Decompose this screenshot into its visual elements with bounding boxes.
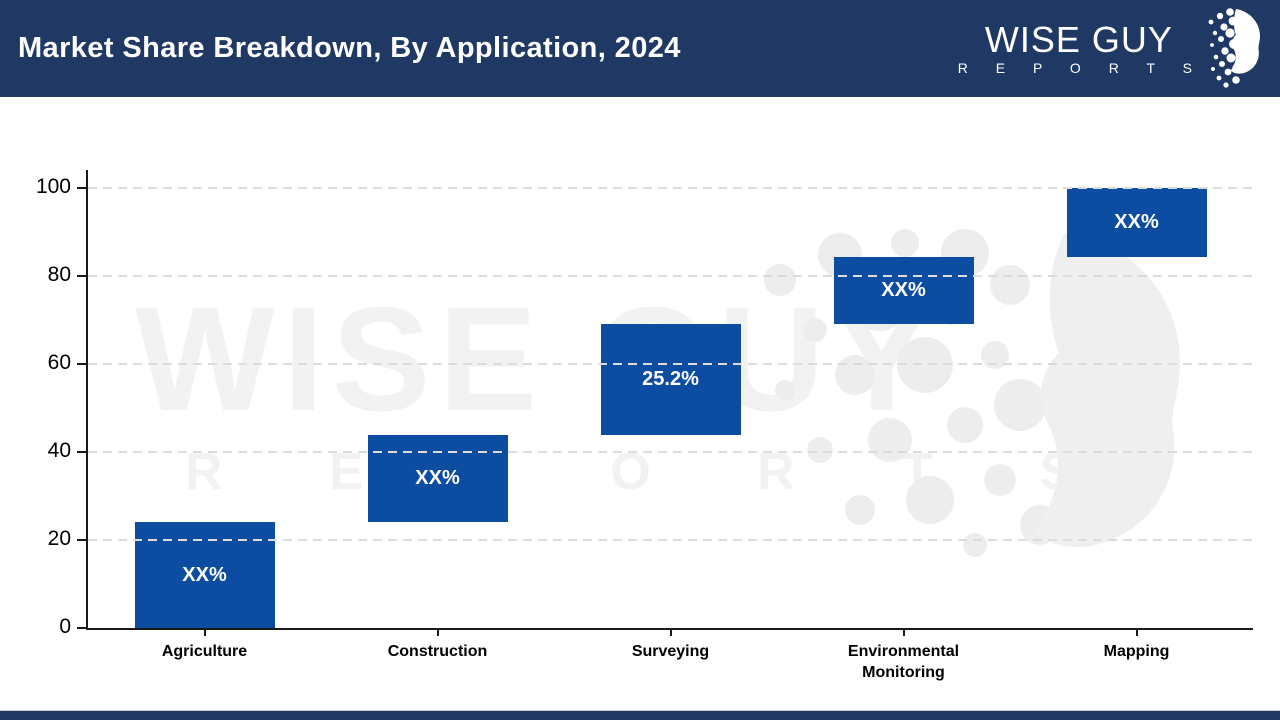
bar-value-label: XX% [415, 467, 460, 490]
x-tick-mark [669, 628, 672, 636]
y-tick-mark [77, 627, 86, 629]
footer-divider [0, 710, 1280, 711]
bar-value-label: 25.2% [642, 368, 699, 391]
bar-mapping: XX% [1066, 187, 1207, 258]
header: Market Share Breakdown, By Application, … [0, 0, 1280, 97]
y-tick-mark [77, 274, 86, 277]
x-tick-label: Environmental Monitoring [847, 643, 960, 681]
logo-subtitle: R E P O R T S [957, 60, 1204, 76]
y-axis-line [86, 170, 88, 630]
logo-wordmark: WISE GUY [984, 19, 1173, 60]
y-tick-mark [77, 538, 86, 541]
y-tick-mark [77, 362, 86, 365]
bar-value-label: XX% [881, 279, 926, 302]
bar-construction: XX% [367, 435, 508, 523]
y-tick-label: 0 [59, 615, 71, 638]
y-tick-label: 40 [47, 438, 71, 462]
gridline [88, 186, 1253, 189]
gridline [88, 538, 1253, 541]
page-title: Market Share Breakdown, By Application, … [18, 32, 681, 64]
x-tick-mark [1135, 628, 1138, 636]
bar-value-label: XX% [1114, 210, 1159, 233]
footer-bar [0, 711, 1280, 720]
y-tick-mark [77, 186, 86, 189]
y-tick-label: 60 [47, 350, 71, 374]
x-tick-label: Construction [387, 643, 488, 660]
logo-text: WISE GUY R E P O R T S [954, 19, 1204, 76]
logo-head-icon [1208, 7, 1260, 88]
bar-value-label: XX% [182, 563, 227, 586]
x-tick-mark [902, 628, 905, 636]
y-tick-label: 20 [47, 526, 71, 550]
y-tick-label: 80 [47, 262, 71, 286]
gridline [88, 450, 1253, 453]
x-tick-mark [203, 628, 206, 636]
plot-area: XX% Agriculture XX% Construction 25.2% Survey… [36, 170, 1253, 681]
gridline [88, 362, 1253, 365]
bar-environmental-monitoring: XX% [833, 257, 974, 325]
x-tick-label: Agriculture [161, 643, 248, 660]
x-tick-mark [436, 628, 439, 636]
y-tick-mark [77, 450, 86, 453]
bar-surveying: 25.2% [600, 324, 741, 436]
y-tick-label: 100 [35, 174, 71, 198]
x-tick-label: Mapping [1103, 643, 1170, 660]
logo: WISE GUY R E P O R T S [954, 7, 1262, 90]
watermark-wordmark: WISE GUY [135, 277, 940, 442]
gridline [88, 274, 1253, 277]
x-axis-line [86, 628, 1253, 630]
x-tick-label: Surveying [631, 643, 710, 660]
